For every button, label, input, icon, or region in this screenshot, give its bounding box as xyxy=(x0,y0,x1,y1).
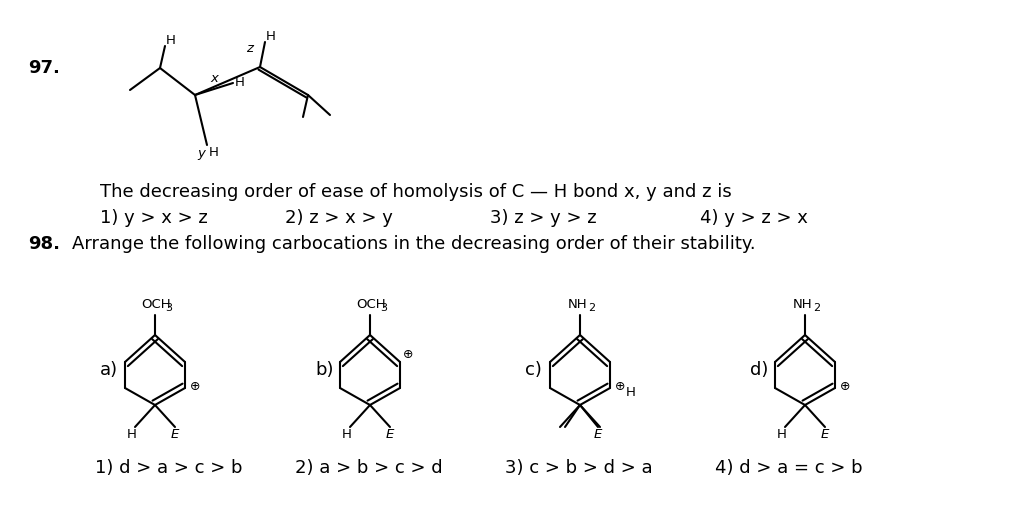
Text: 1) y > x > z: 1) y > x > z xyxy=(100,209,208,227)
Text: 3: 3 xyxy=(380,303,387,313)
Text: ⊕: ⊕ xyxy=(840,379,851,393)
Text: b): b) xyxy=(315,361,334,379)
Text: H: H xyxy=(234,76,245,88)
Text: 98.: 98. xyxy=(28,235,60,253)
Text: E: E xyxy=(594,429,602,441)
Text: y: y xyxy=(197,146,205,160)
Text: c): c) xyxy=(525,361,542,379)
Text: 97.: 97. xyxy=(28,59,59,77)
Text: 1) d > a > c > b: 1) d > a > c > b xyxy=(95,459,243,477)
Text: 3: 3 xyxy=(165,303,172,313)
Text: 2: 2 xyxy=(588,303,595,313)
Text: a): a) xyxy=(100,361,118,379)
Text: OCH: OCH xyxy=(141,299,171,311)
Text: H: H xyxy=(266,29,275,43)
Text: H: H xyxy=(777,429,786,441)
Text: ⊕: ⊕ xyxy=(403,347,414,361)
Text: H: H xyxy=(626,387,636,399)
Text: 2) a > b > c > d: 2) a > b > c > d xyxy=(295,459,442,477)
Text: OCH: OCH xyxy=(356,299,386,311)
Text: H: H xyxy=(127,429,137,441)
Text: The decreasing order of ease of homolysis of C — H bond x, y and z is: The decreasing order of ease of homolysi… xyxy=(100,183,732,201)
Text: 3) z > y > z: 3) z > y > z xyxy=(490,209,597,227)
Text: E: E xyxy=(386,429,394,441)
Text: 4) d > a = c > b: 4) d > a = c > b xyxy=(715,459,862,477)
Text: 4) y > z > x: 4) y > z > x xyxy=(700,209,808,227)
Text: 3) c > b > d > a: 3) c > b > d > a xyxy=(505,459,652,477)
Text: z: z xyxy=(246,43,253,55)
Text: Arrange the following carbocations in the decreasing order of their stability.: Arrange the following carbocations in th… xyxy=(72,235,756,253)
Text: H: H xyxy=(166,35,176,48)
Text: ⊕: ⊕ xyxy=(190,379,201,393)
Text: NH: NH xyxy=(793,299,813,311)
Text: E: E xyxy=(171,429,179,441)
Text: H: H xyxy=(209,146,219,160)
Text: 2: 2 xyxy=(813,303,820,313)
Text: NH: NH xyxy=(568,299,588,311)
Text: E: E xyxy=(821,429,829,441)
Text: d): d) xyxy=(750,361,768,379)
Text: 2) z > x > y: 2) z > x > y xyxy=(285,209,393,227)
Text: H: H xyxy=(342,429,352,441)
Text: x: x xyxy=(210,73,218,85)
Text: ⊕: ⊕ xyxy=(615,379,626,393)
